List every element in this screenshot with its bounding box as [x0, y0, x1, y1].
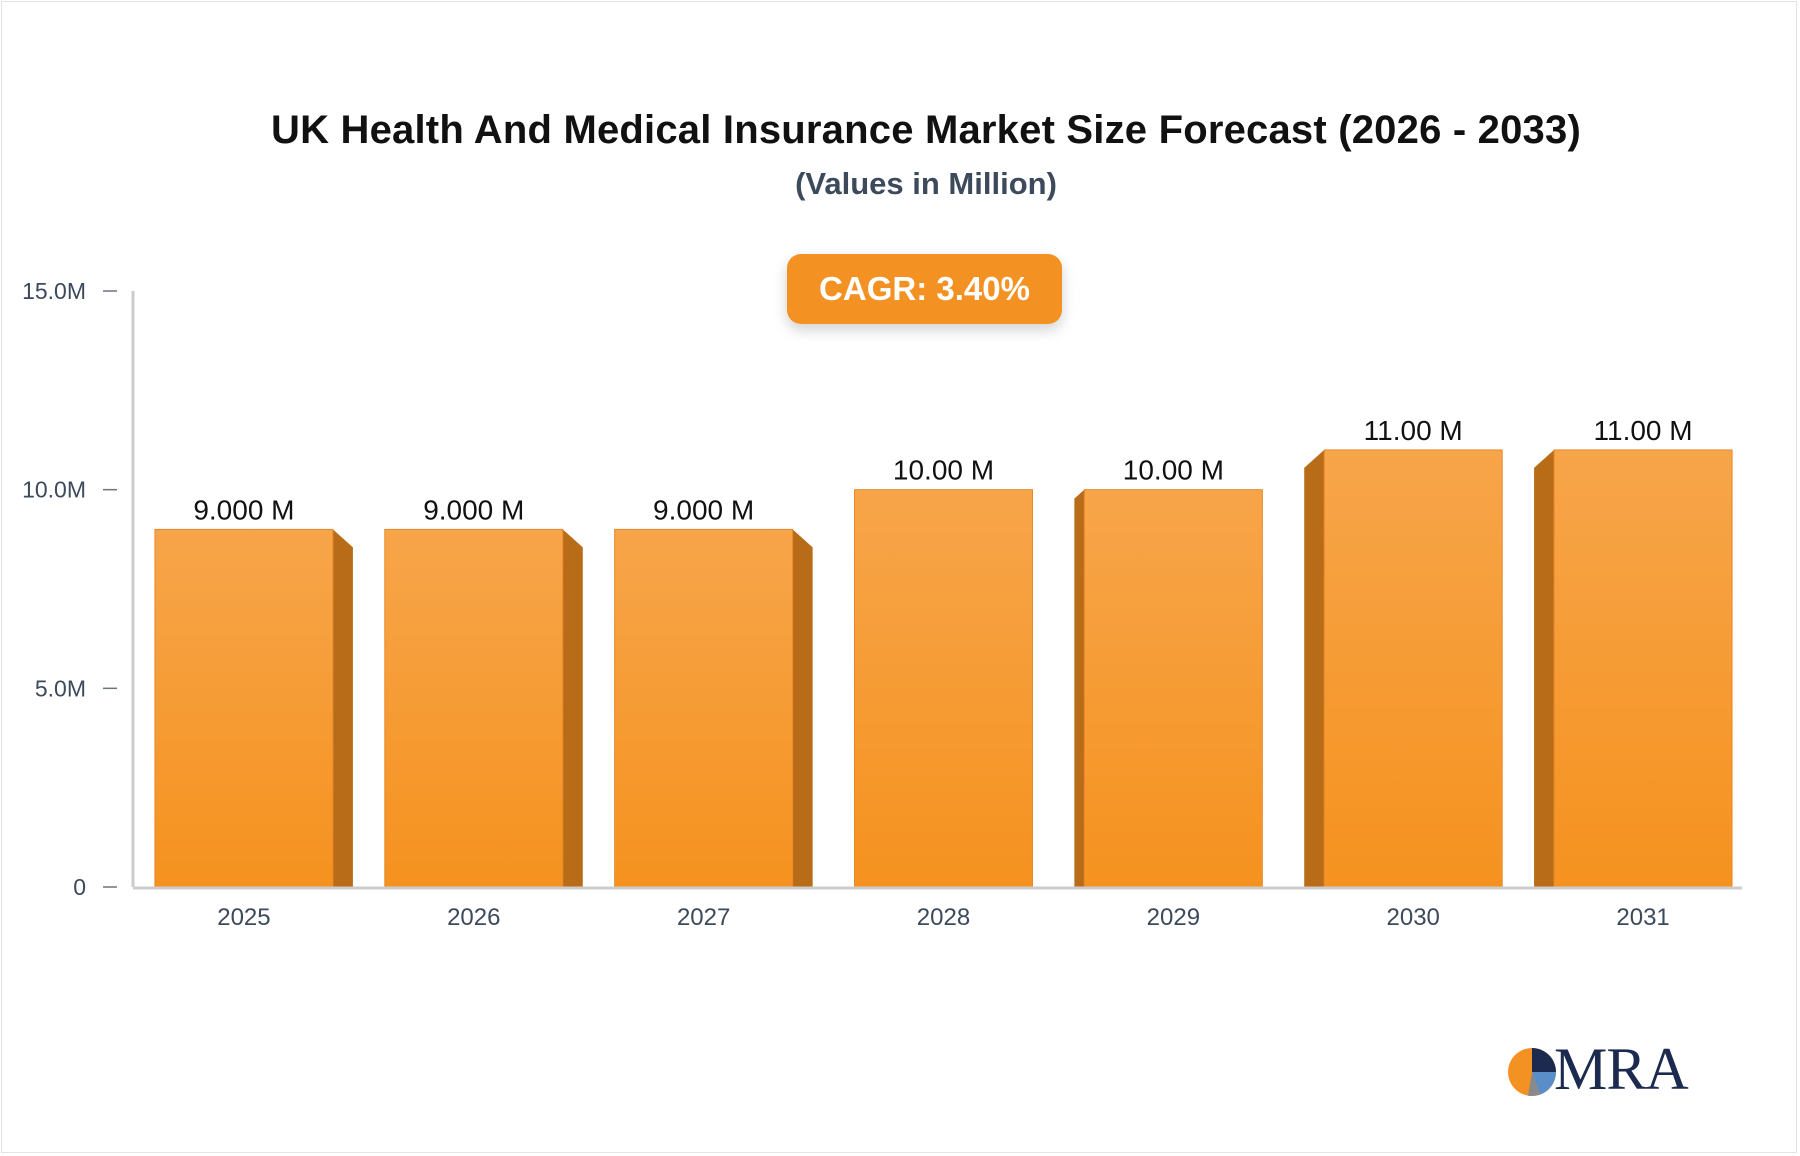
chart-title: UK Health And Medical Insurance Market S…	[271, 108, 1581, 152]
bar-side	[792, 529, 813, 887]
bar-data-label: 10.00 M	[893, 455, 994, 486]
bar-front	[1553, 449, 1733, 888]
x-tick-label: 2026	[447, 904, 500, 931]
x-tick-label: 2029	[1147, 904, 1200, 931]
x-tick-label: 2028	[917, 904, 970, 931]
x-tick-label: 2027	[677, 904, 730, 931]
y-tick-label: 10.0M	[22, 477, 86, 503]
y-axis: 0 5.0M 10.0M 15.0M	[22, 278, 135, 900]
logo-pie-icon	[1508, 1048, 1556, 1097]
bar-front	[854, 489, 1033, 888]
cagr-badge: CAGR: 3.40%	[787, 254, 1062, 324]
bar-front	[154, 528, 334, 888]
bar-2029	[1074, 489, 1263, 888]
y-tick-label: 0	[73, 874, 86, 900]
bar-side	[1534, 449, 1555, 887]
x-axis: 2025 2026 2027 2028 2029 2030 2031	[133, 886, 1742, 931]
chart-subtitle: (Values in Million)	[795, 166, 1057, 201]
bar-front	[614, 528, 794, 888]
bar-side	[332, 529, 353, 887]
bar-data-label: 9.000 M	[423, 494, 524, 525]
bar-front	[1323, 449, 1503, 888]
bar-2030	[1304, 449, 1503, 888]
bar-data-label: 11.00 M	[1594, 415, 1693, 446]
bar-2031	[1534, 449, 1733, 888]
bar-side	[1074, 489, 1085, 887]
bar-front	[384, 528, 564, 888]
bar-data-label: 9.000 M	[653, 494, 754, 525]
bar-side	[562, 529, 583, 887]
bar-front	[1083, 489, 1263, 888]
bar-2028	[854, 489, 1033, 888]
x-tick-label: 2030	[1387, 904, 1440, 931]
y-tick-label: 15.0M	[22, 278, 86, 304]
bar-2026	[384, 528, 583, 888]
bar-data-label: 11.00 M	[1364, 415, 1463, 446]
bars: 9.000 M 9.000 M 9.000 M 10.00 M 10.00 M 11.00…	[154, 415, 1733, 888]
bar-data-label: 9.000 M	[193, 494, 294, 525]
bar-side	[1304, 449, 1325, 887]
bar-data-label: 10.00 M	[1123, 455, 1224, 486]
mra-logo: MRA	[1506, 1036, 1696, 1102]
x-tick-label: 2031	[1616, 904, 1669, 931]
bar-2027	[614, 528, 813, 888]
bar-2025	[154, 528, 353, 888]
logo-text: MRA	[1554, 1036, 1689, 1102]
y-tick-label: 5.0M	[35, 675, 86, 701]
x-tick-label: 2025	[217, 904, 270, 931]
